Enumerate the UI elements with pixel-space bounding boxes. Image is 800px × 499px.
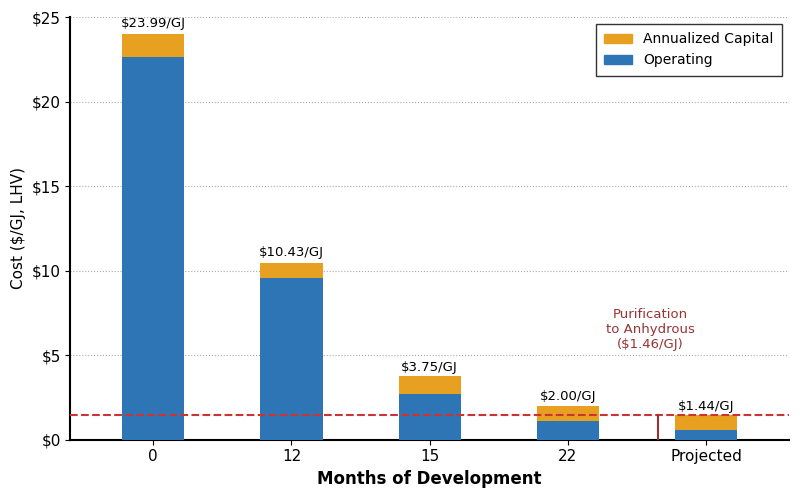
Text: $1.44/GJ: $1.44/GJ	[678, 400, 734, 413]
Bar	[537, 421, 599, 440]
X-axis label: Months of Development: Months of Development	[318, 470, 542, 488]
Text: Purification
to Anhydrous
($1.46/GJ): Purification to Anhydrous ($1.46/GJ)	[606, 308, 695, 351]
Bar	[122, 34, 184, 57]
Legend: Annualized Capital, Operating: Annualized Capital, Operating	[596, 24, 782, 76]
Text: $3.75/GJ: $3.75/GJ	[402, 361, 458, 374]
Y-axis label: Cost ($/GJ, LHV): Cost ($/GJ, LHV)	[11, 167, 26, 289]
Bar	[398, 376, 461, 394]
Bar	[398, 394, 461, 440]
Text: $23.99/GJ: $23.99/GJ	[121, 17, 186, 30]
Text: $10.43/GJ: $10.43/GJ	[259, 246, 324, 259]
Bar	[675, 415, 737, 430]
Text: $2.00/GJ: $2.00/GJ	[539, 390, 596, 403]
Bar	[122, 57, 184, 440]
Bar	[537, 406, 599, 421]
Bar	[675, 430, 737, 440]
Bar	[260, 263, 322, 278]
Bar	[260, 278, 322, 440]
